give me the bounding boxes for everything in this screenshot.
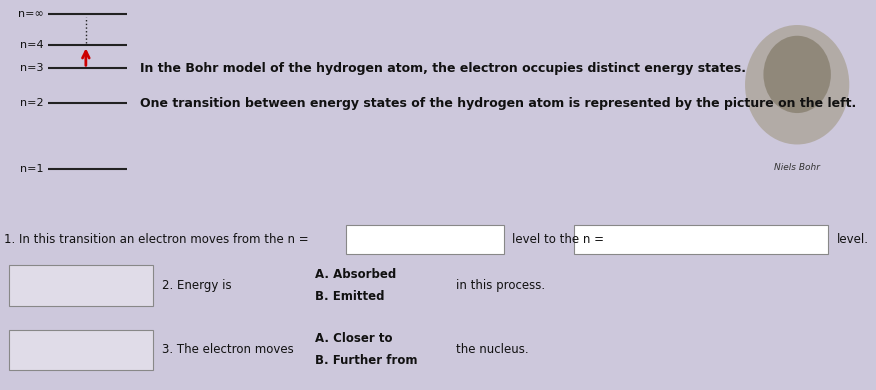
Text: level to the n =: level to the n = [512, 233, 604, 246]
Text: n=∞: n=∞ [18, 9, 44, 20]
Bar [9, 330, 153, 370]
Text: n=4: n=4 [20, 41, 44, 50]
Bar [9, 265, 153, 306]
Text: n=3: n=3 [20, 63, 44, 73]
Text: n=1: n=1 [20, 165, 44, 174]
Text: 3. The electron moves: 3. The electron moves [162, 343, 293, 356]
Text: A. Absorbed: A. Absorbed [315, 268, 397, 281]
Text: Niels Bohr: Niels Bohr [774, 163, 820, 172]
Text: level.: level. [837, 233, 869, 246]
Text: 2. Energy is: 2. Energy is [162, 279, 231, 292]
Ellipse shape [763, 36, 830, 113]
Text: 1. In this transition an electron moves from the n =: 1. In this transition an electron moves … [4, 233, 309, 246]
Bar [346, 225, 504, 254]
Ellipse shape [745, 25, 850, 144]
Text: A. Closer to: A. Closer to [315, 332, 392, 345]
Bar [574, 225, 828, 254]
Text: n=2: n=2 [20, 98, 44, 108]
Text: B. Further from: B. Further from [315, 354, 418, 367]
Text: One transition between energy states of the hydrogen atom is represented by the : One transition between energy states of … [140, 97, 857, 110]
Text: In the Bohr model of the hydrogen atom, the electron occupies distinct energy st: In the Bohr model of the hydrogen atom, … [140, 62, 746, 75]
Text: in this process.: in this process. [456, 279, 545, 292]
Text: the nucleus.: the nucleus. [456, 343, 528, 356]
Text: B. Emitted: B. Emitted [315, 290, 385, 303]
